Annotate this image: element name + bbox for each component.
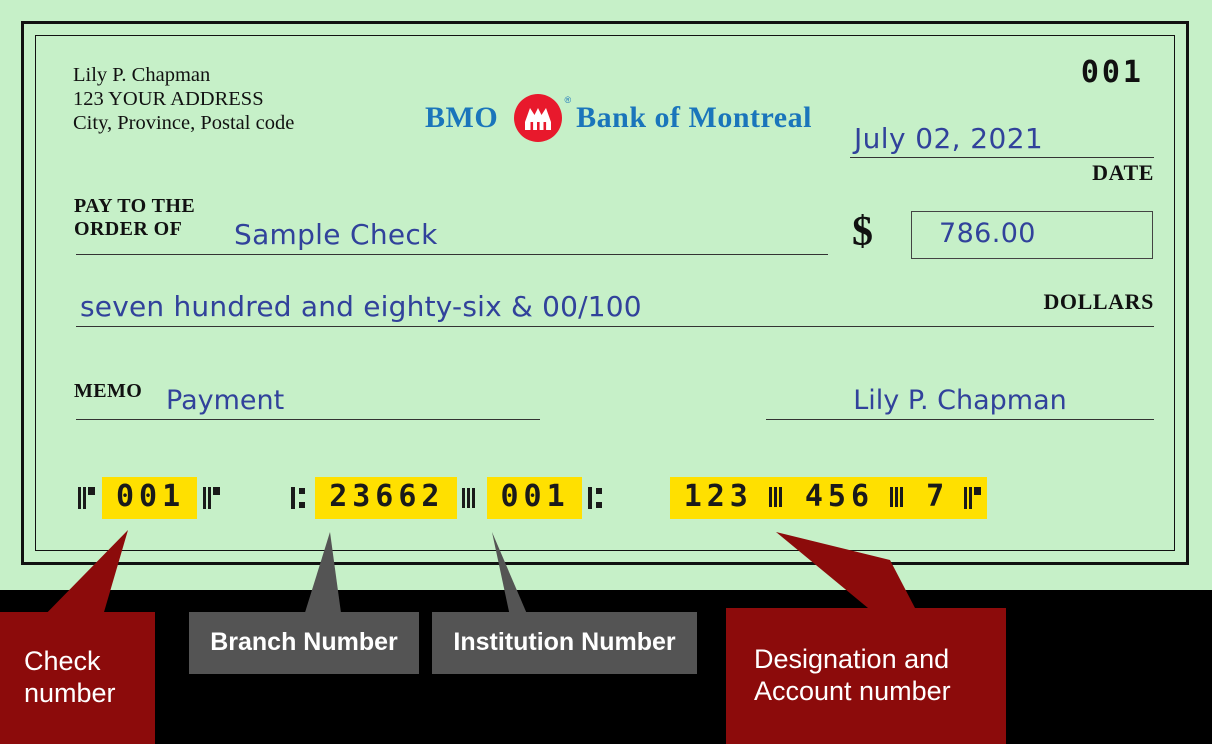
payee-field-group: Sample Check xyxy=(76,218,828,255)
on-us-symbol-icon-3 xyxy=(961,477,988,519)
signature-field-group: Lily P. Chapman xyxy=(766,385,1154,420)
micr-institution-number: 001 xyxy=(486,477,582,519)
callout-designation-account-line-1: Designation and xyxy=(754,644,950,675)
memo-value[interactable]: Payment xyxy=(166,385,285,416)
pointer-designation-account xyxy=(776,532,915,608)
pay-to-order-label-line-1: PAY TO THE xyxy=(74,195,196,217)
date-label: DATE xyxy=(1092,160,1154,185)
callout-designation-account-label: Designation and Account number xyxy=(754,644,951,708)
payer-address-line-2: City, Province, Postal code xyxy=(73,112,295,134)
registered-trademark-icon: ® xyxy=(564,95,572,105)
callout-designation-account[interactable]: Designation and Account number xyxy=(726,608,1006,744)
micr-branch-number: 23662 xyxy=(315,477,457,519)
memo-label: MEMO xyxy=(74,380,143,402)
dollars-label: DOLLARS xyxy=(1043,289,1154,314)
callout-check-number-label: Check number xyxy=(24,646,116,710)
payer-address-line-1: 123 YOUR ADDRESS xyxy=(73,88,264,110)
date-field-group: July 02, 2021 DATE xyxy=(850,122,1154,186)
bmo-wordmark: BMO xyxy=(425,101,499,134)
check-document: Lily P. Chapman 123 YOUR ADDRESS City, P… xyxy=(0,0,1212,590)
memo-rule xyxy=(76,419,540,420)
dash-symbol-icon-3 xyxy=(886,477,913,519)
callout-check-number[interactable]: Check number xyxy=(0,612,155,744)
callout-institution-number-label: Institution Number xyxy=(453,628,676,657)
micr-account-part-1: 123 xyxy=(669,477,765,519)
amount-words-group: seven hundred and eighty-six & 00/100 xyxy=(76,290,1154,327)
pointer-institution-number xyxy=(492,532,536,635)
micr-account-part-2: 456 xyxy=(790,477,887,519)
check-border xyxy=(21,21,1189,565)
amount-words-value[interactable]: seven hundred and eighty-six & 00/100 xyxy=(80,290,642,323)
amount-words-rule xyxy=(76,326,1154,327)
payee-value[interactable]: Sample Check xyxy=(234,218,438,251)
pay-to-order-label: PAY TO THE ORDER OF xyxy=(74,195,195,241)
transit-symbol-icon xyxy=(290,485,310,511)
callout-designation-account-line-2: Account number xyxy=(754,676,951,706)
micr-account-part-3: 7 xyxy=(912,477,962,519)
bank-name: Bank of Montreal xyxy=(576,101,812,134)
callout-institution-number[interactable]: Institution Number xyxy=(432,612,697,674)
dollar-sign: $ xyxy=(852,209,873,255)
transit-symbol-icon-2 xyxy=(587,485,607,511)
amount-numeric-value: 786.00 xyxy=(939,218,1036,249)
amount-box[interactable]: 786.00 xyxy=(911,211,1153,259)
memo-field-group: Payment xyxy=(76,385,540,420)
check-inner-border xyxy=(35,35,1175,551)
pointer-branch-number xyxy=(298,532,344,635)
on-us-symbol-icon xyxy=(77,485,97,511)
bank-logo: BMO ® Bank of Montreal xyxy=(425,90,812,146)
payer-address-block: Lily P. Chapman 123 YOUR ADDRESS City, P… xyxy=(73,63,294,135)
check-number: 001 xyxy=(1080,55,1144,90)
callout-check-number-line-1: Check xyxy=(24,646,101,677)
dash-symbol-icon-2 xyxy=(764,477,791,519)
callout-check-number-line-2: number xyxy=(24,678,116,708)
callout-branch-number[interactable]: Branch Number xyxy=(189,612,419,674)
micr-line: 001 23662 001 123 xyxy=(72,476,988,520)
dash-symbol-icon xyxy=(461,485,482,511)
callout-branch-number-label: Branch Number xyxy=(210,628,398,657)
payee-rule xyxy=(76,254,828,255)
signature-value[interactable]: Lily P. Chapman xyxy=(853,385,1067,416)
signature-rule xyxy=(766,419,1154,420)
micr-check-number: 001 xyxy=(102,477,198,519)
pay-to-order-label-line-2: ORDER OF xyxy=(74,218,183,240)
bmo-roundel-icon: ® xyxy=(514,94,571,142)
on-us-symbol-icon-2 xyxy=(202,485,222,511)
date-value[interactable]: July 02, 2021 xyxy=(854,122,1044,155)
payer-name: Lily P. Chapman xyxy=(73,64,211,86)
date-rule xyxy=(850,157,1154,158)
